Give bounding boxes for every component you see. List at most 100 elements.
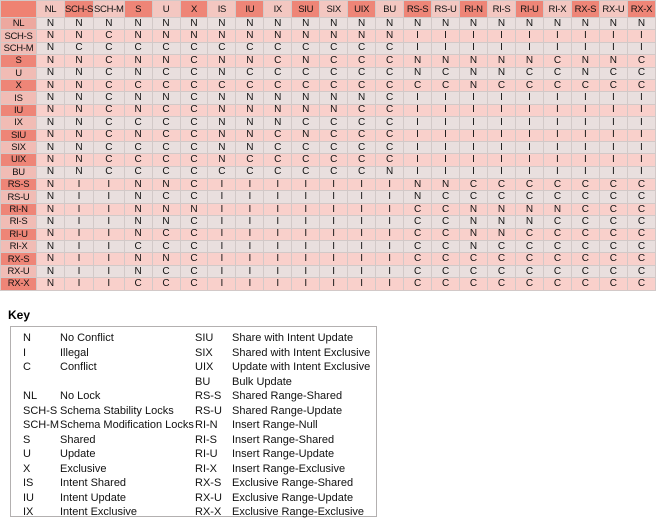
matrix-cell: C — [319, 66, 349, 80]
matrix-cell: I — [626, 116, 656, 130]
matrix-cell: C — [375, 103, 405, 118]
matrix-cell: N — [347, 91, 377, 105]
matrix-cell: I — [542, 128, 572, 142]
key-code: SIU — [195, 332, 214, 344]
matrix-cell: I — [319, 240, 349, 254]
key-desc: Exclusive — [60, 462, 107, 475]
matrix-cell: C — [375, 91, 405, 105]
key-box: N No Conflict I Illegal C Conflict NL No Lock SC… — [10, 326, 377, 520]
matrix-cell: N — [263, 103, 293, 118]
column-header: S — [123, 0, 153, 18]
matrix-header-row: NL SCH-S SCH-M S U X IS IU IX SIU SIX UIX BU RS-S RS-U… — [0, 0, 656, 18]
matrix-cell: N — [319, 103, 349, 118]
matrix-cell: I — [207, 190, 237, 204]
matrix-cell: I — [626, 29, 656, 43]
column-header: NL — [35, 0, 65, 18]
matrix-cell: N — [151, 29, 181, 43]
matrix-cell: C — [93, 128, 125, 142]
matrix-cell: N — [35, 178, 65, 192]
key-desc: Insert Range-Null — [232, 419, 318, 431]
matrix-cell: N — [291, 54, 321, 68]
matrix-cell: C — [403, 240, 433, 254]
key-code: RS-U — [195, 404, 222, 417]
matrix-cell: C — [93, 116, 125, 130]
matrix-cell: C — [151, 277, 181, 291]
matrix-cell: N — [235, 103, 265, 118]
key-item: X Exclusive — [23, 462, 194, 477]
matrix-cell: C — [598, 178, 628, 192]
key-code: RI-N — [195, 419, 218, 431]
matrix-cell: I — [431, 128, 461, 142]
matrix-cell: I — [459, 153, 489, 167]
matrix-cell: I — [514, 116, 544, 130]
key-desc: Share with Intent Update — [232, 332, 354, 344]
matrix-cell: C — [375, 153, 405, 167]
matrix-cell: C — [570, 264, 600, 279]
matrix-cell: N — [35, 202, 65, 217]
matrix-cell: N — [514, 215, 544, 229]
key-item: I Illegal — [23, 346, 194, 361]
row-header: U — [0, 66, 37, 80]
key-desc: No Conflict — [60, 332, 114, 344]
matrix-cell: I — [542, 116, 572, 130]
matrix-cell: C — [179, 103, 209, 118]
matrix-cell: C — [487, 190, 516, 204]
matrix-cell: C — [598, 78, 628, 93]
matrix-cell: I — [487, 29, 516, 43]
matrix-cell: I — [235, 277, 265, 291]
matrix-row: NL N N N N N N N N N N N N N N N N N N N N N N — [0, 16, 656, 31]
column-header: RX-U — [598, 0, 628, 18]
matrix-cell: N — [431, 54, 461, 68]
matrix-cell: I — [263, 264, 293, 279]
matrix-cell: C — [151, 227, 181, 242]
matrix-cell: N — [375, 165, 405, 180]
key-item: IX Intent Exclusive — [23, 505, 194, 520]
column-header: SIU — [291, 0, 321, 18]
matrix-row: SCH-M N C C C C C C C C C C C C I I I I I I I I I — [0, 41, 656, 56]
key-desc: Schema Modification Locks — [60, 419, 194, 431]
matrix-cell: C — [123, 41, 153, 56]
matrix-cell: N — [63, 16, 95, 31]
matrix-cell: C — [123, 165, 153, 180]
matrix-cell: I — [403, 116, 433, 130]
matrix-cell: C — [235, 153, 265, 167]
key-item: RI-X Insert Range-Exclusive — [195, 462, 370, 477]
matrix-cell: I — [598, 116, 628, 130]
matrix-cell: C — [375, 66, 405, 80]
matrix-cell: C — [347, 103, 377, 118]
row-header: BU — [0, 165, 37, 180]
matrix-cell: I — [235, 202, 265, 217]
matrix-cell: I — [598, 41, 628, 56]
matrix-cell: I — [542, 91, 572, 105]
key-desc: Conflict — [60, 361, 97, 373]
matrix-cell: N — [459, 16, 489, 31]
matrix-cell: N — [403, 66, 433, 80]
row-header: IX — [0, 116, 37, 130]
key-desc: Update — [60, 448, 96, 460]
matrix-cell: I — [63, 190, 95, 204]
matrix-cell: I — [570, 116, 600, 130]
matrix-cell: C — [319, 41, 349, 56]
matrix-cell: C — [263, 66, 293, 80]
matrix-row: RS-U N I I N C C I I I I I I I N C C C C C C C C — [0, 190, 656, 204]
matrix-cell: C — [93, 91, 125, 105]
matrix-cell: C — [151, 140, 181, 155]
matrix-cell: I — [63, 264, 95, 279]
matrix-cell: I — [347, 178, 377, 192]
row-header: IS — [0, 91, 37, 105]
matrix-row: SCH-S N N C N N N N N N N N N N I I I I I I I I I — [0, 29, 656, 43]
matrix-cell: I — [291, 252, 321, 266]
matrix-cell: C — [263, 54, 293, 68]
matrix-cell: N — [291, 29, 321, 43]
matrix-cell: C — [291, 41, 321, 56]
matrix-cell: N — [207, 54, 237, 68]
column-header: RX-S — [570, 0, 600, 18]
matrix-cell: I — [291, 227, 321, 242]
matrix-cell: C — [626, 277, 656, 291]
matrix-cell: I — [93, 178, 125, 192]
matrix-cell: I — [347, 264, 377, 279]
matrix-cell: C — [570, 202, 600, 217]
matrix-cell: C — [93, 165, 125, 180]
matrix-cell: I — [570, 91, 600, 105]
matrix-cell: I — [347, 190, 377, 204]
